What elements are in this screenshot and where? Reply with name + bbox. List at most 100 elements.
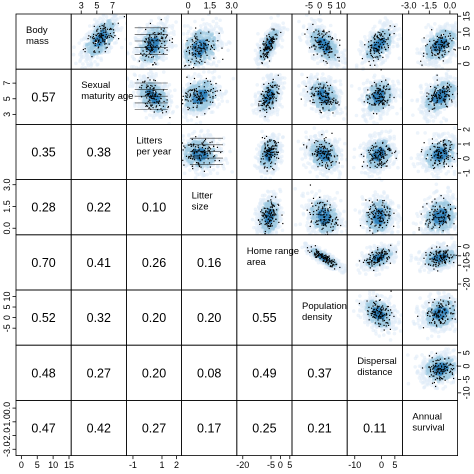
density-mark [161, 97, 165, 101]
panel-layer: 0.570.35 0.380.28 0.22 0.100.70 0.41 0.26 0.16… [26, 14, 458, 436]
data-point [448, 51, 450, 53]
data-point [268, 43, 270, 45]
data-point [374, 33, 377, 35]
density-mark [431, 61, 435, 66]
density-mark [157, 95, 161, 99]
data-point [443, 45, 445, 47]
density-mark [397, 33, 402, 37]
data-point [163, 28, 165, 30]
density-mark [308, 31, 313, 36]
data-point [93, 25, 95, 27]
density-mark [174, 57, 178, 61]
data-point [426, 53, 428, 55]
data-point [370, 52, 372, 55]
density-mark [173, 64, 177, 68]
data-point [194, 47, 196, 49]
density-mark [147, 46, 151, 50]
density-mark [181, 32, 186, 36]
data-point [153, 97, 155, 99]
density-mark [171, 109, 176, 114]
data-point [154, 46, 156, 48]
data-point [203, 42, 205, 44]
data-point [440, 34, 442, 36]
data-point [213, 57, 215, 59]
data-point [451, 40, 453, 42]
data-point [379, 43, 381, 45]
density-mark [217, 34, 221, 38]
density-mark [450, 26, 455, 31]
density-mark [181, 61, 186, 66]
density-mark [448, 53, 452, 57]
density-mark [300, 32, 305, 36]
density-mark [433, 50, 437, 54]
data-point [314, 48, 316, 50]
density-mark [214, 16, 219, 21]
data-point [93, 50, 96, 52]
data-point [325, 49, 328, 51]
density-mark [433, 22, 437, 26]
data-point [272, 42, 274, 44]
data-point [146, 105, 149, 107]
density-mark [382, 37, 386, 41]
data-point [382, 35, 384, 37]
density-mark [384, 37, 388, 41]
density-mark [211, 51, 215, 56]
density-mark [201, 39, 205, 43]
data-point [155, 92, 157, 94]
density-mark [415, 47, 420, 51]
density-mark [148, 69, 153, 73]
density-mark [113, 19, 118, 23]
data-point [304, 33, 306, 35]
data-point [169, 39, 171, 41]
data-point [198, 53, 200, 55]
density-mark [448, 59, 453, 64]
data-point [149, 34, 151, 36]
density-mark [354, 65, 359, 70]
data-point [269, 46, 271, 48]
density-mark [339, 58, 343, 63]
density-mark [373, 45, 377, 49]
scatter-panel-r0-c4 [253, 14, 290, 74]
density-mark [390, 38, 395, 43]
density-mark [215, 44, 220, 49]
data-point [372, 57, 374, 59]
density-mark [74, 61, 78, 66]
data-point [426, 43, 428, 46]
data-point [385, 39, 387, 41]
data-point [161, 36, 163, 38]
data-point [435, 54, 437, 56]
data-point [444, 36, 447, 38]
density-mark [253, 48, 258, 53]
density-mark [93, 29, 97, 33]
data-point [204, 50, 206, 52]
density-mark [268, 27, 273, 32]
data-point [163, 100, 165, 103]
density-mark [369, 46, 373, 50]
data-point [218, 32, 220, 34]
data-point [195, 49, 197, 51]
data-point [199, 41, 201, 44]
data-point [313, 45, 316, 47]
data-point [382, 43, 385, 46]
density-mark [193, 59, 197, 64]
data-point [438, 53, 440, 55]
density-mark [378, 19, 383, 23]
data-point [101, 24, 103, 27]
data-point [144, 80, 146, 82]
data-point [436, 35, 438, 38]
data-point [271, 40, 273, 42]
data-point [445, 40, 447, 43]
density-mark [281, 21, 286, 25]
data-point [364, 44, 366, 46]
density-mark [204, 44, 208, 48]
density-mark [156, 29, 161, 33]
data-point [443, 42, 445, 44]
density-mark [161, 22, 166, 26]
data-point [274, 34, 276, 36]
density-mark [261, 70, 265, 74]
data-point [442, 60, 444, 62]
data-point [374, 44, 376, 46]
data-point [420, 60, 422, 62]
data-point [438, 57, 440, 59]
density-mark [192, 48, 196, 52]
